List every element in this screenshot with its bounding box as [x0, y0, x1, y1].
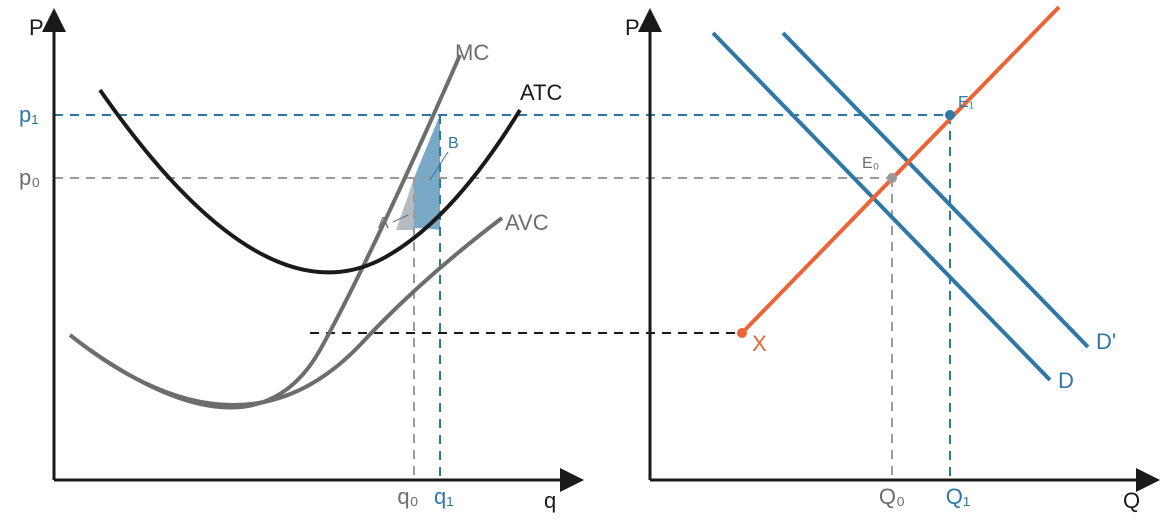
- tick-Q0: Q₀: [879, 484, 905, 509]
- label-E1: E₁: [958, 94, 974, 111]
- mc-curve: [90, 55, 460, 408]
- label-Dp: D': [1096, 329, 1116, 354]
- label-mc: MC: [455, 40, 489, 65]
- tick-q1: q₁: [434, 484, 454, 509]
- demand-prime-curve: [783, 33, 1088, 347]
- label-A: A: [378, 215, 389, 232]
- axis-label-P-left: P: [29, 15, 44, 40]
- label-B: B: [448, 135, 459, 152]
- label-atc: ATC: [520, 80, 562, 105]
- tick-q0: q₀: [397, 484, 418, 509]
- region-A: [396, 178, 414, 230]
- tick-Q1: Q₁: [946, 484, 971, 509]
- tick-p1: p₁: [19, 102, 39, 127]
- point-E1: [945, 110, 955, 120]
- axis-label-q: q: [544, 488, 556, 513]
- label-avc: AVC: [505, 210, 549, 235]
- demand-curve: [713, 33, 1050, 380]
- market-panel: P Q Q₀ Q₁ S D D' E₀ E₁ X: [0, 0, 1148, 513]
- point-X: [737, 328, 747, 338]
- atc-curve: [100, 90, 520, 272]
- econ-diagram: P q p₀ p₁ q₀ q₁ MC ATC AVC A B P Q Q₀ Q₁…: [0, 0, 1167, 528]
- label-E0: E₀: [862, 155, 879, 172]
- point-E0: [887, 173, 897, 183]
- label-S: S: [0, 0, 15, 5]
- tick-p0: p₀: [19, 165, 40, 190]
- axis-label-P-right: P: [625, 15, 640, 40]
- label-D: D: [1058, 368, 1074, 393]
- axis-label-Q: Q: [1123, 488, 1140, 513]
- label-X: X: [752, 331, 767, 356]
- supply-curve: [742, 7, 1059, 333]
